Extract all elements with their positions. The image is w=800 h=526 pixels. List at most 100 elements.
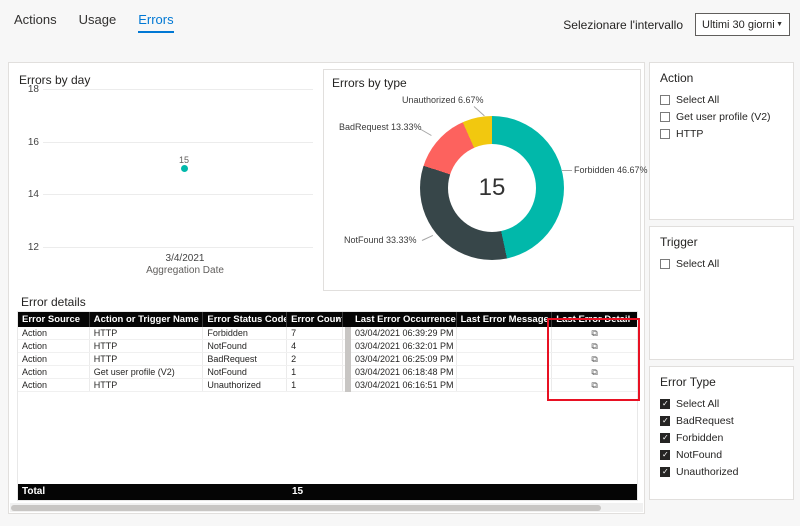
leader-line xyxy=(421,234,434,241)
error-detail-icon[interactable]: ⧉ xyxy=(591,328,598,338)
scatter-point[interactable] xyxy=(181,165,188,172)
checkbox-icon[interactable] xyxy=(660,433,670,443)
filter-option-select-all-error-type[interactable]: Select All xyxy=(660,398,783,410)
total-count: 15 xyxy=(292,486,304,497)
checkbox-label: NotFound xyxy=(676,449,723,461)
cell-detail: ⧉ xyxy=(552,366,637,378)
table-row[interactable]: Action HTTP NotFound 4 03/04/2021 06:32:… xyxy=(18,340,637,353)
cell-error-source: Action xyxy=(18,340,90,352)
cell-action-name: Get user profile (V2) xyxy=(90,366,204,378)
checkbox-icon[interactable] xyxy=(660,399,670,409)
cell-error-source: Action xyxy=(18,366,90,378)
cell-action-name: HTTP xyxy=(90,327,204,339)
filter-option-get-user-profile[interactable]: Get user profile (V2) xyxy=(660,111,783,123)
cell-message xyxy=(457,379,553,391)
error-detail-icon[interactable]: ⧉ xyxy=(591,354,598,364)
cell-occurrence: 03/04/2021 06:25:09 PM xyxy=(343,353,457,365)
donut-ring[interactable]: 15 xyxy=(420,116,564,260)
interval-dropdown[interactable]: Ultimi 30 giorni ▼ xyxy=(695,13,790,36)
donut-hole: 15 xyxy=(448,144,536,232)
table-row[interactable]: Action Get user profile (V2) NotFound 1 … xyxy=(18,366,637,379)
filter-option-badrequest[interactable]: BadRequest xyxy=(660,415,783,427)
cell-error-count: 2 xyxy=(287,353,343,365)
column-header-error-source[interactable]: Error Source xyxy=(18,312,90,327)
table-row[interactable]: Action HTTP Forbidden 7 03/04/2021 06:39… xyxy=(18,327,637,340)
checkbox-icon[interactable] xyxy=(660,416,670,426)
horizontal-scrollbar-thumb[interactable] xyxy=(11,504,601,511)
table-total-row: Total 15 xyxy=(18,484,637,500)
cell-status-code: BadRequest xyxy=(203,353,288,365)
x-axis-title: Aggregation Date xyxy=(146,265,224,276)
checkbox-label: Select All xyxy=(676,398,720,410)
column-header-last-error-detail[interactable]: Last Error Detail xyxy=(556,314,631,325)
cell-error-source: Action xyxy=(18,327,90,339)
filter-option-forbidden[interactable]: Forbidden xyxy=(660,432,783,444)
cell-occurrence: 03/04/2021 06:18:48 PM xyxy=(343,366,457,378)
checkbox-icon[interactable] xyxy=(660,112,670,122)
column-header-label: Error Count xyxy=(291,314,343,325)
slice-label-unauthorized: Unauthorized 6.67% xyxy=(402,95,484,105)
tab-errors[interactable]: Errors xyxy=(138,12,173,33)
cell-action-name: HTTP xyxy=(90,340,204,352)
y-axis-tick: 18 xyxy=(27,84,39,95)
slice-label-forbidden: Forbidden 46.67% xyxy=(574,165,648,175)
checkbox-label: Select All xyxy=(676,94,720,106)
gridline xyxy=(43,247,313,248)
cell-message xyxy=(457,340,553,352)
gridline xyxy=(43,89,313,90)
table-row[interactable]: Action HTTP BadRequest 2 03/04/2021 06:2… xyxy=(18,353,637,366)
tab-usage[interactable]: Usage xyxy=(78,12,117,27)
table-vertical-scrollbar[interactable] xyxy=(345,327,351,392)
horizontal-scrollbar-track[interactable] xyxy=(10,503,643,512)
cell-error-count: 4 xyxy=(287,340,343,352)
checkbox-icon[interactable] xyxy=(660,450,670,460)
tab-actions[interactable]: Actions xyxy=(14,12,57,27)
cell-status-code: Unauthorized xyxy=(203,379,288,391)
checkbox-icon[interactable] xyxy=(660,259,670,269)
error-detail-icon[interactable]: ⧉ xyxy=(591,367,598,377)
cell-action-name: HTTP xyxy=(90,379,204,391)
table-row[interactable]: Action HTTP Unauthorized 1 03/04/2021 06… xyxy=(18,379,637,392)
y-axis-tick: 14 xyxy=(27,189,39,200)
cell-detail: ⧉ xyxy=(552,327,637,339)
leader-line xyxy=(562,170,572,171)
cell-detail: ⧉ xyxy=(552,353,637,365)
filter-panel-error-type: Error Type Select All BadRequest Forbidd… xyxy=(649,366,794,500)
checkbox-icon[interactable] xyxy=(660,95,670,105)
column-header-last-error-occurrence[interactable]: Last Error Occurrence xyxy=(343,312,457,327)
cell-status-code: NotFound xyxy=(203,340,288,352)
filter-option-notfound[interactable]: NotFound xyxy=(660,449,783,461)
error-details-table: Error Source Action or Trigger Name Erro… xyxy=(17,311,638,501)
y-axis-tick: 12 xyxy=(27,242,39,253)
cell-detail: ⧉ xyxy=(552,340,637,352)
column-header-last-error-message[interactable]: Last Error Message xyxy=(457,312,553,327)
cell-status-code: Forbidden xyxy=(203,327,288,339)
filter-option-select-all-action[interactable]: Select All xyxy=(660,94,783,106)
checkbox-label: Forbidden xyxy=(676,432,724,444)
error-detail-icon[interactable]: ⧉ xyxy=(591,341,598,351)
slice-label-badrequest: BadRequest 13.33% xyxy=(339,122,422,132)
checkbox-label: Unauthorized xyxy=(676,466,739,478)
checkbox-icon[interactable] xyxy=(660,467,670,477)
errors-by-day-title: Errors by day xyxy=(19,73,91,87)
checkbox-icon[interactable] xyxy=(660,129,670,139)
column-header-error-status-code[interactable]: Error Status Code xyxy=(203,312,288,327)
interval-picker: Selezionare l'intervallo Ultimi 30 giorn… xyxy=(563,13,790,36)
cell-detail: ⧉ xyxy=(552,379,637,391)
dashboard-card: Errors by day 18 16 14 12 15 3/4/2021 Ag… xyxy=(8,62,648,514)
filter-option-http[interactable]: HTTP xyxy=(660,128,783,140)
cell-error-count: 1 xyxy=(287,366,343,378)
filter-panel-action: Action Select All Get user profile (V2) … xyxy=(649,62,794,220)
column-header-action-or-trigger-name[interactable]: Action or Trigger Name xyxy=(90,312,204,327)
leader-line xyxy=(420,129,432,136)
errors-by-type-title: Errors by type xyxy=(332,76,407,90)
sort-chevron-icon[interactable]: ∨ xyxy=(334,316,340,323)
filter-option-unauthorized[interactable]: Unauthorized xyxy=(660,466,783,478)
filter-option-select-all-trigger[interactable]: Select All xyxy=(660,258,783,270)
cell-occurrence: 03/04/2021 06:39:29 PM xyxy=(343,327,457,339)
column-header-error-count[interactable]: Error Count ∨ xyxy=(287,312,343,327)
cell-action-name: HTTP xyxy=(90,353,204,365)
filter-title-error-type: Error Type xyxy=(660,375,716,389)
checkbox-label: Select All xyxy=(676,258,720,270)
error-detail-icon[interactable]: ⧉ xyxy=(591,380,598,390)
